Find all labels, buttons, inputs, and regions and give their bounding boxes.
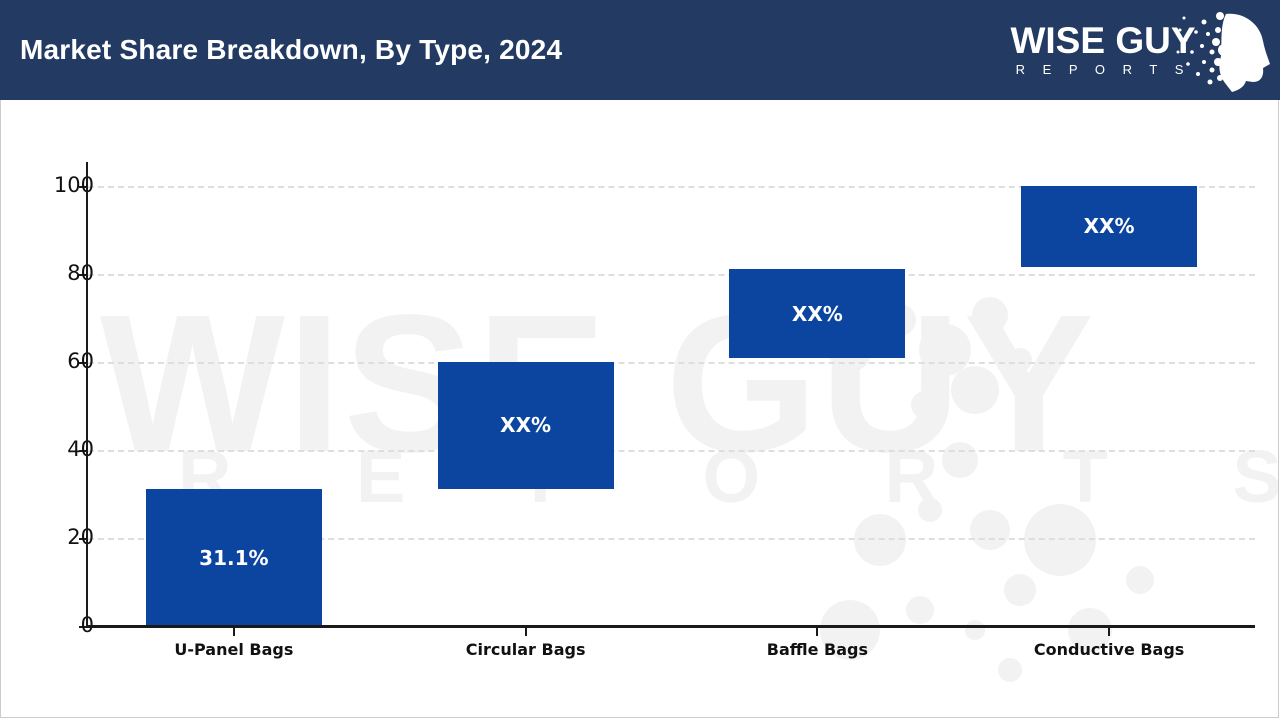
chart-title: Market Share Breakdown, By Type, 2024: [20, 34, 563, 65]
x-category-label-circular-bags: Circular Bags: [465, 640, 586, 659]
y-tick-label-60: 60: [67, 349, 94, 373]
bar-value-label: XX%: [500, 413, 552, 438]
gridline-y-80: [88, 274, 1255, 276]
logo-subtitle: R E P O R T S: [1015, 62, 1191, 77]
y-tick-60: [79, 362, 86, 364]
y-axis-line: [86, 162, 88, 628]
gridline-y-40: [88, 450, 1255, 452]
x-category-label-u-panel-bags: U-Panel Bags: [174, 640, 294, 659]
gridline-y-60: [88, 362, 1255, 364]
y-tick-80: [79, 274, 86, 276]
bar-value-label: XX%: [1083, 214, 1135, 239]
bar-circular-bags: XX%: [437, 361, 614, 490]
header-bar: Market Share Breakdown, By Type, 2024 WI…: [0, 0, 1280, 100]
watermark-dotted-head: [760, 297, 1154, 682]
wise-guy-reports-logo: WISE GUY R E P O R T S: [1008, 8, 1270, 92]
y-tick-100: [79, 186, 86, 188]
x-axis-line: [86, 625, 1255, 628]
chart-area: WISE GUY R E P O R T S 020406080100U-Pan…: [0, 100, 1280, 720]
x-category-label-conductive-bags: Conductive Bags: [1033, 640, 1185, 659]
bar-value-label: 31.1%: [199, 545, 269, 570]
y-tick-label-100: 100: [53, 173, 94, 197]
gridline-y-20: [88, 538, 1255, 540]
bar-baffle-bags: XX%: [729, 268, 906, 359]
logo-text: WISE GUY R E P O R T S: [1008, 22, 1198, 77]
y-tick-label-40: 40: [67, 437, 94, 461]
bar-u-panel-bags: 31.1%: [145, 489, 322, 626]
y-tick-20: [79, 538, 86, 540]
x-category-label-baffle-bags: Baffle Bags: [766, 640, 868, 659]
logo-wordmark: WISE GUY: [1010, 20, 1196, 61]
bar-conductive-bags: XX%: [1021, 186, 1198, 267]
bar-value-label: XX%: [791, 301, 843, 326]
x-tick-baffle-bags: [816, 628, 819, 636]
y-tick-0: [79, 626, 86, 628]
y-tick-label-20: 20: [67, 525, 94, 549]
y-tick-label-80: 80: [67, 261, 94, 285]
x-tick-conductive-bags: [1108, 628, 1111, 636]
gridline-y-100: [88, 186, 1255, 188]
watermark-subtitle: R E P O R T S: [178, 440, 1278, 518]
dotted-head-icon: [1176, 12, 1270, 92]
y-tick-label-0: 0: [34, 613, 94, 637]
y-tick-40: [79, 450, 86, 452]
x-tick-circular-bags: [524, 628, 527, 636]
x-tick-u-panel-bags: [232, 628, 235, 636]
